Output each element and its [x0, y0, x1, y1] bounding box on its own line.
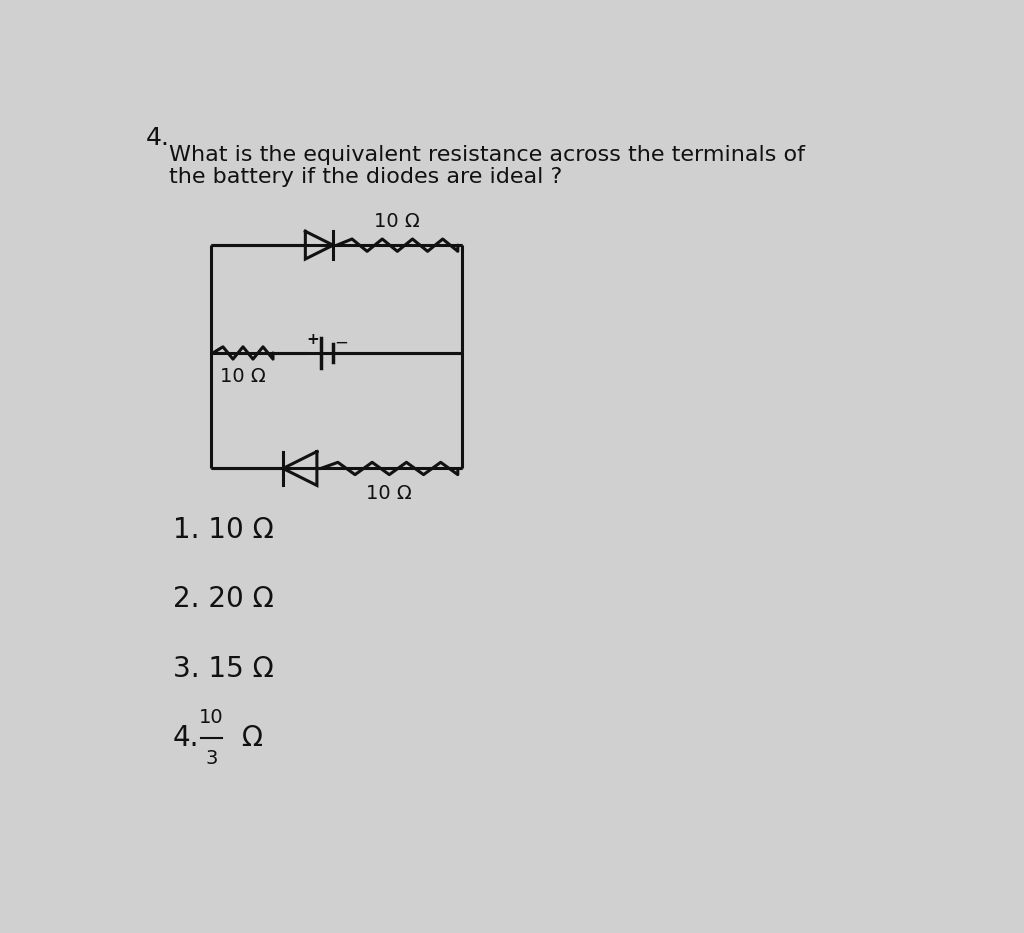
- Text: 3. 15 Ω: 3. 15 Ω: [173, 655, 273, 683]
- Text: +: +: [306, 331, 319, 347]
- Text: 10: 10: [199, 708, 223, 727]
- Text: 4.: 4.: [146, 126, 170, 150]
- Text: What is the equivalent resistance across the terminals of: What is the equivalent resistance across…: [169, 145, 805, 165]
- Text: 2. 20 Ω: 2. 20 Ω: [173, 585, 273, 613]
- Text: the battery if the diodes are ideal ?: the battery if the diodes are ideal ?: [169, 167, 562, 187]
- Text: 4.: 4.: [173, 724, 200, 752]
- Text: 1. 10 Ω: 1. 10 Ω: [173, 516, 273, 544]
- Text: 10 Ω: 10 Ω: [220, 367, 266, 386]
- Text: 10 Ω: 10 Ω: [367, 484, 412, 503]
- Text: −: −: [334, 333, 348, 351]
- Text: 10 Ω: 10 Ω: [375, 213, 420, 231]
- Text: Ω: Ω: [233, 724, 263, 752]
- Text: 3: 3: [205, 749, 217, 768]
